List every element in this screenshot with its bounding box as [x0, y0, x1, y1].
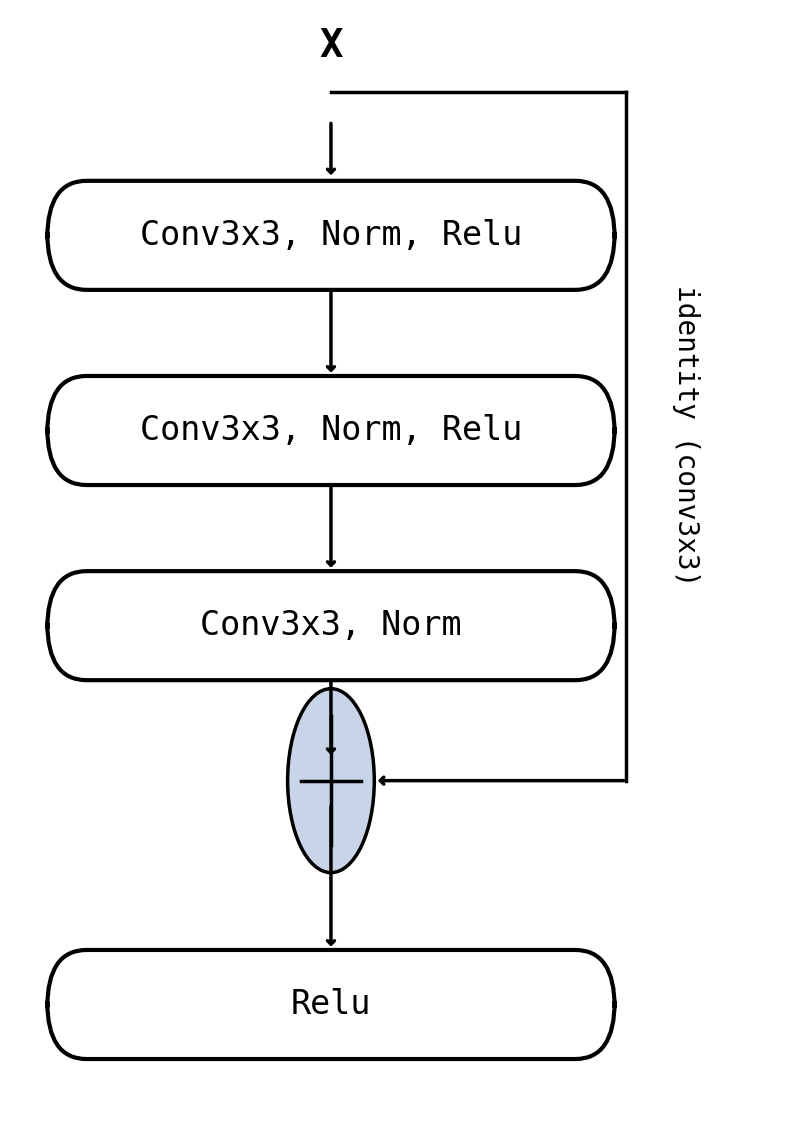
- FancyBboxPatch shape: [47, 180, 615, 289]
- Text: Conv3x3, Norm, Relu: Conv3x3, Norm, Relu: [139, 219, 522, 251]
- Text: Relu: Relu: [291, 988, 371, 1021]
- FancyBboxPatch shape: [47, 377, 615, 484]
- Text: Conv3x3, Norm: Conv3x3, Norm: [200, 610, 462, 642]
- FancyBboxPatch shape: [47, 951, 615, 1058]
- Ellipse shape: [288, 689, 374, 872]
- Text: Conv3x3, Norm, Relu: Conv3x3, Norm, Relu: [139, 414, 522, 447]
- Text: identity (conv3x3): identity (conv3x3): [671, 286, 700, 587]
- FancyBboxPatch shape: [47, 571, 615, 680]
- Text: X: X: [319, 26, 343, 65]
